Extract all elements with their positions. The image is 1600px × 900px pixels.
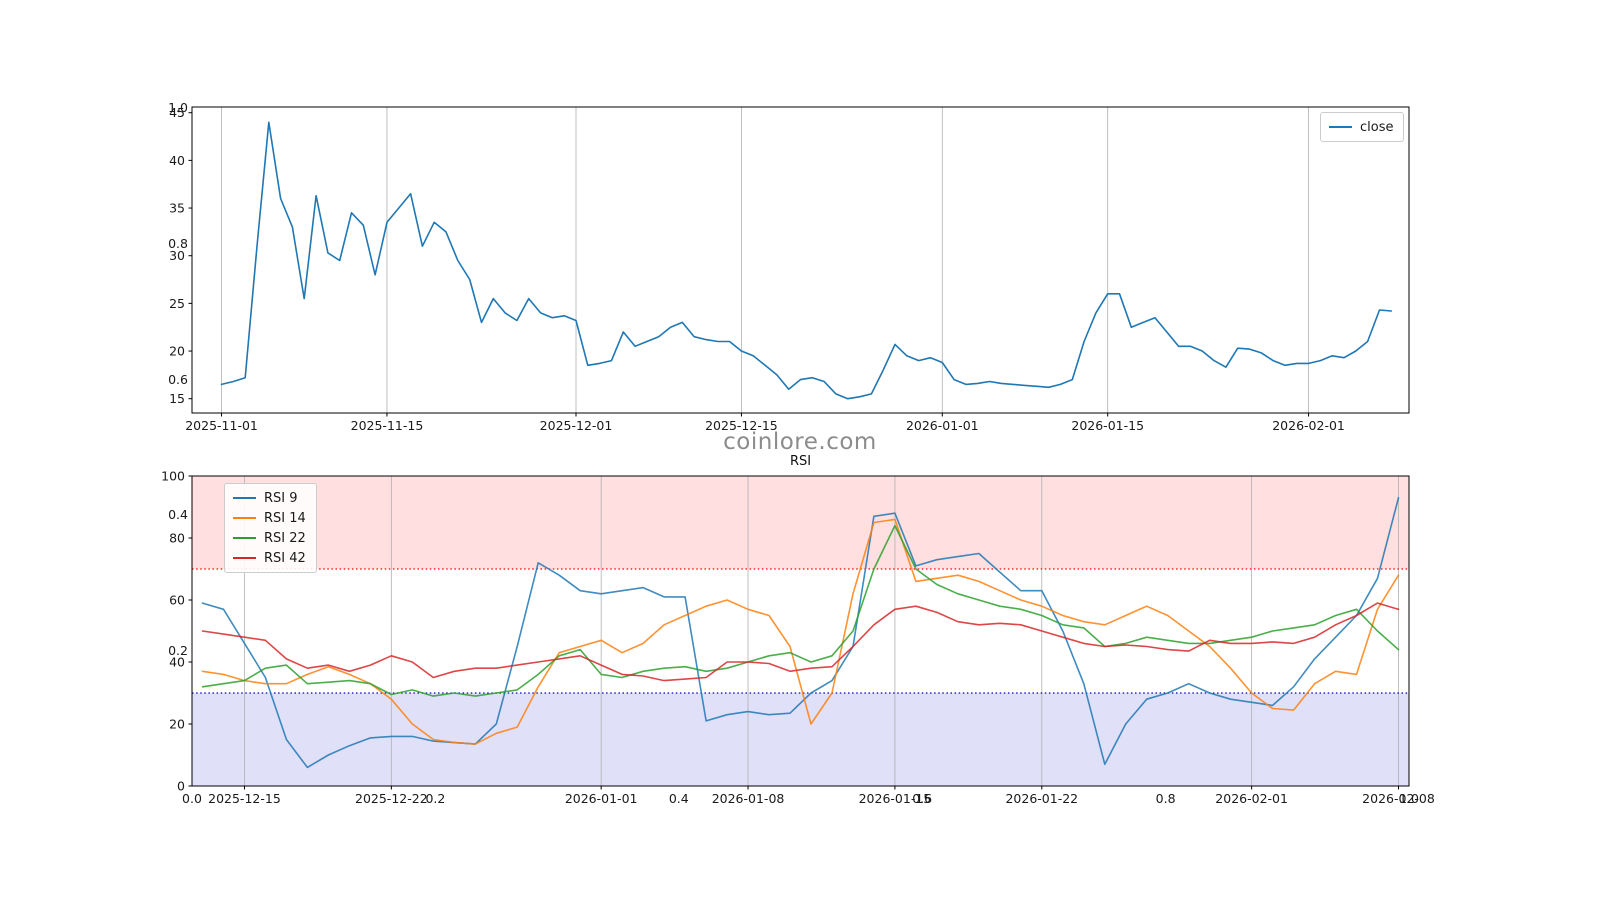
ytick-label: 20 [169, 344, 185, 359]
series-line [220, 121, 1393, 400]
ytick-label: 100 [161, 469, 185, 484]
overbought-band [192, 476, 1409, 569]
ytick-label: 40 [169, 153, 185, 168]
legend-label-rsi14: RSI 14 [264, 510, 306, 526]
ytick-label: 60 [169, 593, 185, 608]
ytick-label: 30 [169, 248, 185, 263]
close-line-swatch [1329, 126, 1352, 128]
oversold-band [192, 693, 1409, 786]
figure-fraction-xtick: 0.2 [425, 791, 446, 806]
xtick-label: 2026-01-01 [565, 791, 638, 806]
figure-fraction-xtick: 0.4 [668, 791, 689, 806]
xtick-label: 2025-12-01 [540, 418, 613, 433]
xtick-label: 2026-01-15 [1071, 418, 1144, 433]
xtick-label: 2025-12-22 [355, 791, 428, 806]
xtick-label: 2026-02-01 [1272, 418, 1345, 433]
figure-fraction-ytick: 1.0 [168, 100, 188, 115]
watermark: coinlore.com [723, 429, 877, 455]
xtick-label: 2025-12-15 [208, 791, 281, 806]
xtick-label: 2025-11-15 [351, 418, 424, 433]
ytick-label: 0 [177, 779, 185, 794]
rsi14-line-swatch [233, 517, 256, 519]
xtick-label: 2025-12-15 [705, 418, 778, 433]
series-line [201, 524, 1400, 697]
legend-label-rsi42: RSI 42 [264, 550, 306, 566]
ytick-label: 80 [169, 531, 185, 546]
ytick-label: 20 [169, 717, 185, 732]
ytick-label: 40 [169, 655, 185, 670]
legend-label-rsi22: RSI 22 [264, 530, 306, 546]
ytick-label: 15 [169, 391, 185, 406]
figure-fraction-ytick: 0.8 [168, 235, 188, 251]
xtick-label: 2026-02-08 [1362, 791, 1435, 806]
ytick-label: 25 [169, 296, 185, 311]
figure-fraction-xtick: 1.0 [1399, 791, 1419, 806]
axes-border [191, 106, 1410, 414]
legend-item-rsi9: RSI 9 [233, 488, 306, 508]
figure-fraction-xtick: 0.0 [182, 791, 202, 806]
series-line [201, 496, 1400, 769]
rsi22-line-swatch [233, 537, 256, 539]
figure-fraction-ytick: 0.6 [168, 371, 188, 387]
rsi9-line-swatch [233, 497, 256, 499]
series-line [201, 518, 1400, 745]
legend-rsi: RSI 9 RSI 14 RSI 22 RSI 42 [224, 483, 317, 573]
rsi42-line-swatch [233, 557, 256, 559]
xtick-label: 2026-01-01 [906, 418, 979, 433]
figure-fraction-xtick: 0.6 [912, 791, 933, 806]
legend-close: close [1320, 112, 1405, 142]
rsi-chart: 0 20 40 60 80 100 2025-12-15 2025-12-22 2026-01-… [161, 469, 1435, 807]
legend-item-rsi42: RSI 42 [233, 548, 306, 568]
axes-border [191, 475, 1410, 787]
xtick-label: 2026-01-08 [712, 791, 785, 806]
figure-fraction-ytick: 0.4 [168, 507, 188, 523]
series-line [201, 602, 1400, 682]
figure-fraction-xtick: 0.8 [1155, 791, 1176, 806]
xtick-label: 2026-01-22 [1005, 791, 1078, 806]
figure-fraction-ytick: 0.2 [168, 643, 188, 659]
xtick-label: 2025-11-01 [185, 418, 258, 433]
ytick-label: 35 [169, 201, 185, 216]
rsi-chart-title: RSI [789, 454, 812, 469]
legend-label-close: close [1360, 119, 1394, 135]
xtick-label: 2026-01-15 [859, 791, 932, 806]
legend-item-rsi22: RSI 22 [233, 528, 306, 548]
legend-item-close: close [1329, 117, 1393, 137]
ytick-label: 45 [169, 105, 185, 120]
legend-item-rsi14: RSI 14 [233, 508, 306, 528]
legend-label-rsi9: RSI 9 [264, 490, 298, 506]
close-price-chart: 15 20 25 30 35 40 45 2025-11-01 2025-11-15 2025-1… [169, 105, 1410, 433]
xtick-label: 2026-02-01 [1215, 791, 1288, 806]
